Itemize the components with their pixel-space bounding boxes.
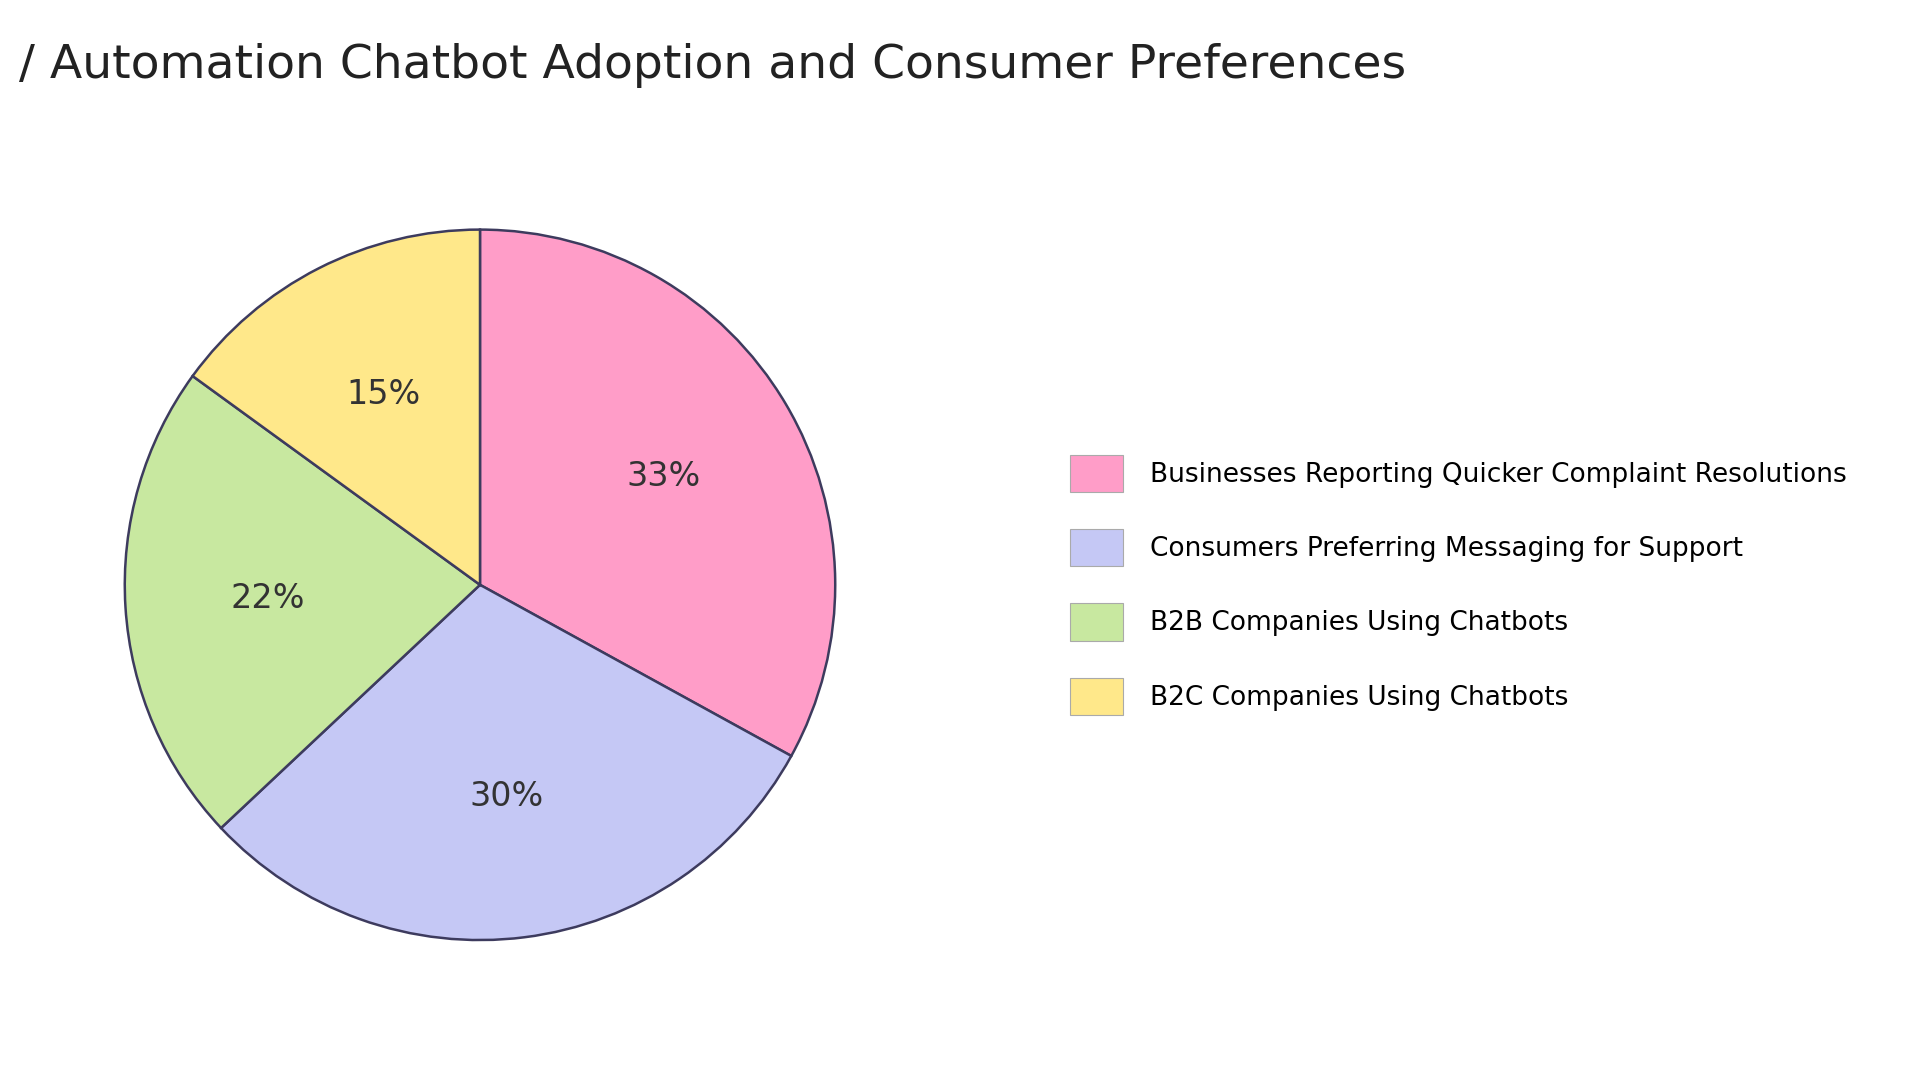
Wedge shape	[221, 585, 791, 940]
Wedge shape	[192, 230, 480, 585]
Legend: Businesses Reporting Quicker Complaint Resolutions, Consumers Preferring Messagi: Businesses Reporting Quicker Complaint R…	[1071, 455, 1847, 715]
Text: / Automation Chatbot Adoption and Consumer Preferences: / Automation Chatbot Adoption and Consum…	[19, 43, 1405, 89]
Wedge shape	[480, 230, 835, 756]
Text: 33%: 33%	[626, 460, 701, 493]
Text: 22%: 22%	[230, 582, 305, 615]
Text: 30%: 30%	[470, 780, 543, 812]
Wedge shape	[125, 376, 480, 828]
Text: 15%: 15%	[346, 378, 420, 412]
